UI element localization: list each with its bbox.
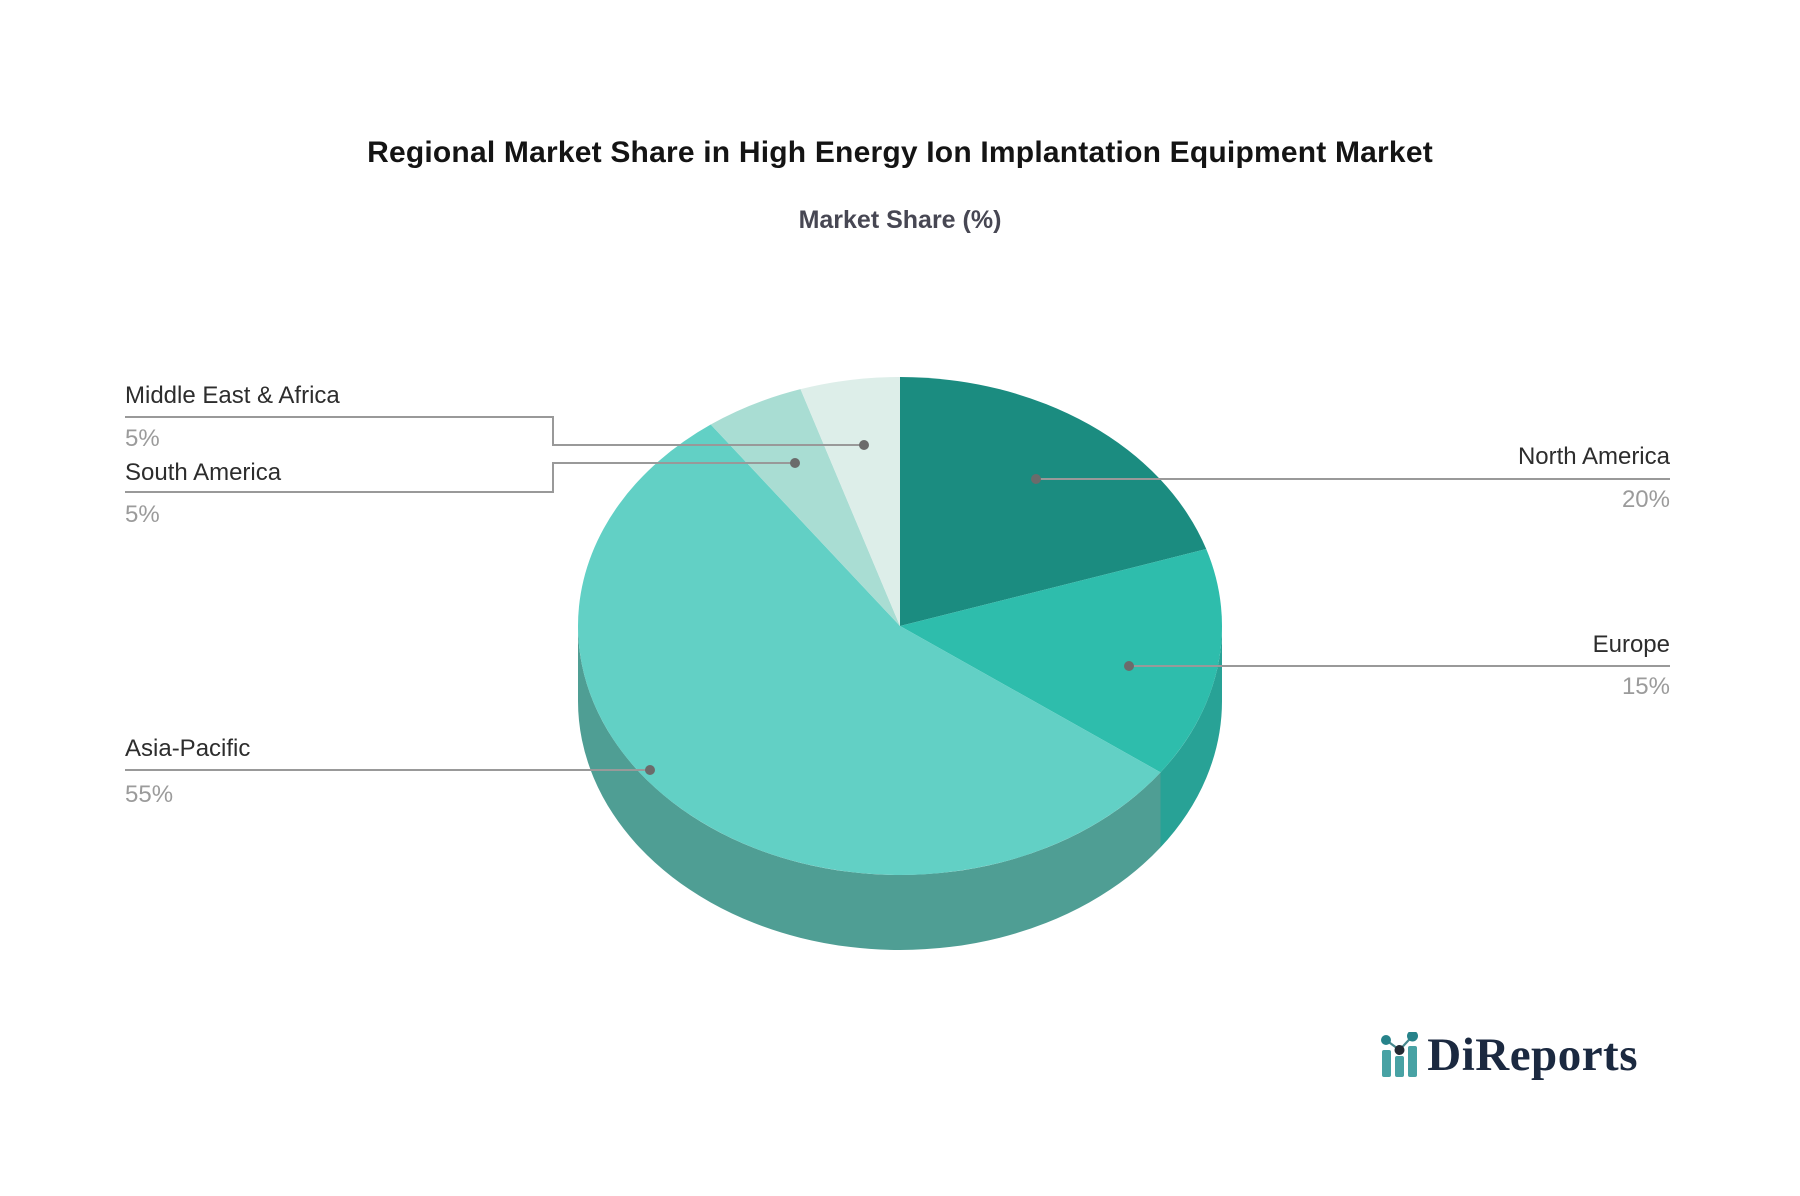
slice-label-north-america: North America: [1517, 443, 1670, 470]
logo-text: DiReports: [1427, 1029, 1638, 1082]
slice-value-middle-east-africa: 5%: [125, 425, 160, 452]
leader-dot-south-america: [790, 458, 800, 468]
pie-slice-side-europe: [1160, 626, 1222, 848]
direports-logo: DiReports: [1381, 1029, 1638, 1082]
pie-slice-side-asia-pacific: [578, 626, 1161, 950]
leader-line-south-america: [125, 462, 795, 493]
slice-label-europe: Europe: [1592, 631, 1670, 658]
leader-line-middle-east-africa: [125, 416, 864, 446]
pie-slice-north-america[interactable]: [900, 377, 1207, 626]
leader-dot-middle-east-africa: [859, 440, 869, 450]
slice-value-europe: 15%: [1621, 673, 1670, 700]
chart-title: Regional Market Share in High Energy Ion…: [367, 136, 1433, 169]
slice-label-asia-pacific: Asia-Pacific: [125, 735, 251, 762]
leader-dot-asia-pacific: [645, 765, 655, 775]
slice-label-middle-east-africa: Middle East & Africa: [125, 382, 340, 409]
slice-value-north-america: 20%: [1621, 486, 1670, 513]
bar-chart-logo-icon: [1381, 1032, 1419, 1077]
slice-value-asia-pacific: 55%: [125, 781, 174, 808]
leader-dot-north-america: [1031, 474, 1041, 484]
slice-value-south-america: 5%: [125, 501, 160, 528]
pie-slice-south-america[interactable]: [710, 389, 900, 626]
pie-slice-europe[interactable]: [900, 549, 1222, 773]
leader-dot-europe: [1124, 661, 1134, 671]
slice-label-south-america: South America: [125, 459, 282, 486]
pie-slice-asia-pacific[interactable]: [577, 424, 1161, 876]
chart-subtitle: Market Share (%): [798, 206, 1002, 234]
pie-slice-middle-east-africa[interactable]: [800, 377, 900, 626]
